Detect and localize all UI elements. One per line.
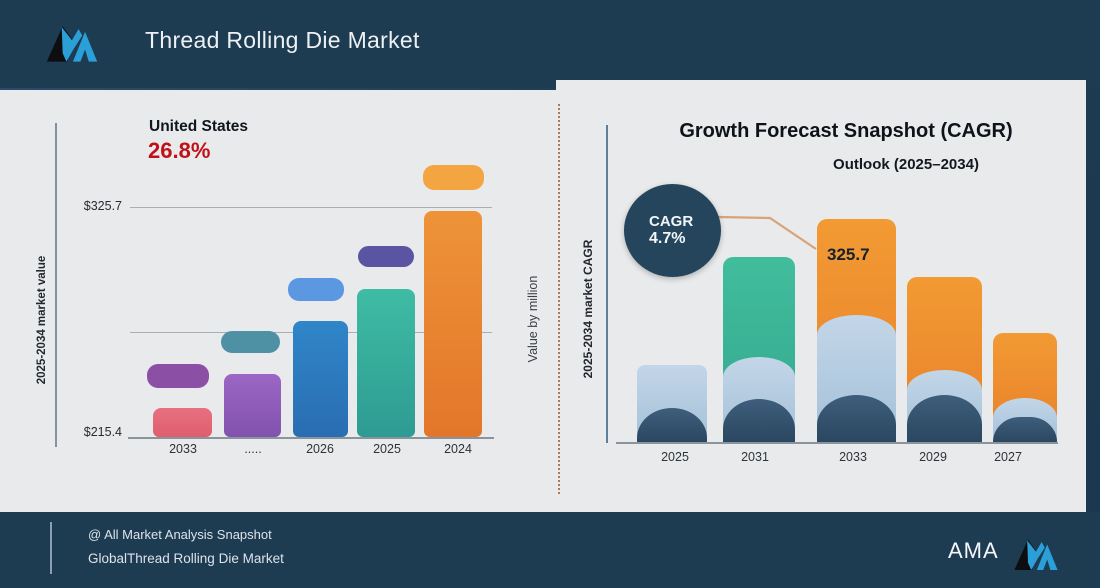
x-tick-2025: 2025 <box>661 450 689 464</box>
bar-2027-base-segment <box>993 417 1057 442</box>
panel-divider-dotted-line <box>558 104 560 494</box>
pill-2026 <box>288 278 344 301</box>
cagr-forecast-chart: Growth Forecast Snapshot (CAGR) Outlook … <box>556 80 1086 517</box>
y-tick-top: $325.7 <box>83 199 122 213</box>
bar-2031-base-segment <box>723 399 795 442</box>
footer-brand-text: AMA <box>948 538 999 563</box>
x-tick-2024: 2024 <box>444 442 472 456</box>
right-chart-subtitle: Outlook (2025–2034) <box>833 156 979 173</box>
x-tick-2025: 2025 <box>373 442 401 456</box>
peak-value-label: 325.7 <box>827 245 870 264</box>
x-tick-2026: 2026 <box>306 442 334 456</box>
ama-logo-icon <box>1014 539 1058 570</box>
left-chart-unit-label: Value by million <box>526 275 540 363</box>
pill-dots <box>221 331 280 353</box>
growth-percent-value: 26.8% <box>148 138 211 163</box>
footer-source-text: @ All Market Analysis Snapshot <box>88 527 272 542</box>
x-tick-2031: 2031 <box>741 450 769 464</box>
bar-2033-base-segment <box>817 395 896 442</box>
cagr-badge-label: CAGR <box>649 213 694 230</box>
pill-2033 <box>147 364 209 388</box>
footer-divider-line <box>50 522 52 574</box>
footer-report-title: GlobalThread Rolling Die Market <box>88 551 284 566</box>
bar-2024 <box>424 211 482 437</box>
x-tick-2033: 2033 <box>169 442 197 456</box>
page-title: Thread Rolling Die Market <box>145 27 420 53</box>
right-chart-baseline <box>616 442 1058 444</box>
x-tick-dots: ..... <box>244 442 262 456</box>
left-chart-y-axis-line <box>55 123 57 447</box>
x-tick-2033: 2033 <box>839 450 867 464</box>
cagr-badge-value: 4.7% <box>649 230 686 247</box>
y-tick-bottom: $215.4 <box>83 425 122 439</box>
right-chart-title: Growth Forecast Snapshot (CAGR) <box>679 120 1013 142</box>
us-market-value-chart: 2025-2034 market value Value by million … <box>0 90 556 512</box>
pill-2025 <box>358 246 414 267</box>
bar-dots <box>224 374 281 437</box>
x-tick-2029: 2029 <box>919 450 947 464</box>
cagr-badge: CAGR 4.7% <box>624 184 721 277</box>
ama-logo-icon <box>46 26 98 62</box>
x-tick-2027: 2027 <box>994 450 1022 464</box>
gridline-upper <box>130 207 492 208</box>
footer-bar: @ All Market Analysis Snapshot GlobalThr… <box>0 512 1100 588</box>
region-label: United States <box>149 118 249 135</box>
left-chart-y-axis-label: 2025-2034 market value <box>36 255 48 385</box>
pill-2024 <box>423 165 484 190</box>
bar-2029-base-segment <box>907 395 982 442</box>
bar-2025 <box>357 289 415 437</box>
right-chart-y-axis-line <box>606 125 608 443</box>
header-bar: Thread Rolling Die Market <box>0 0 1100 88</box>
left-chart-baseline <box>128 437 494 439</box>
right-chart-y-axis-label: 2025-2034 market CAGR <box>581 239 595 379</box>
bar-2033 <box>153 408 212 437</box>
bar-2026 <box>293 321 348 437</box>
